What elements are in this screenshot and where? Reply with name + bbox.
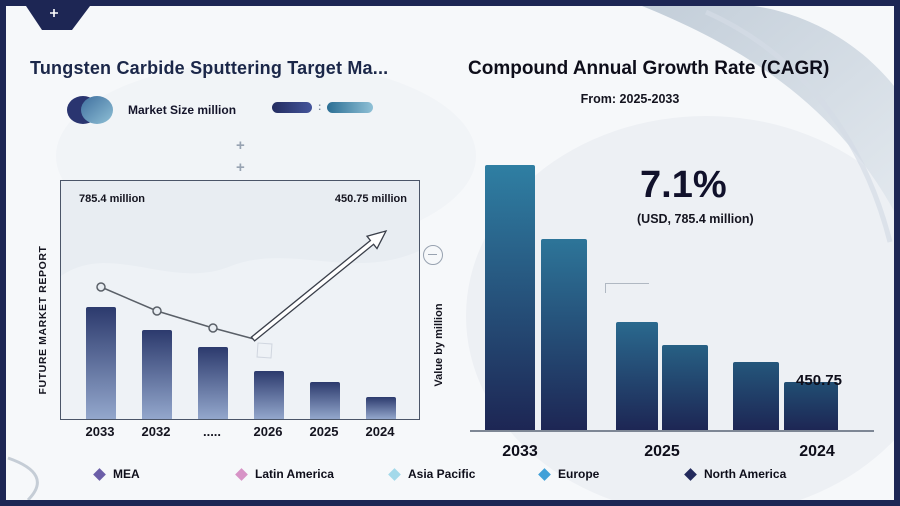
- pill-decorations: :: [272, 102, 374, 113]
- bottom-legend: MEA Latin America Asia Pacific Europe North …: [6, 467, 894, 487]
- legend-item: Asia Pacific: [388, 467, 476, 481]
- left-bar: [254, 371, 284, 419]
- legend-label: Latin America: [255, 467, 334, 481]
- left-xaxis-label: 2026: [253, 424, 283, 439]
- market-size-legend: Market Size million: [64, 94, 236, 126]
- pill-teal-decoration: [327, 102, 374, 113]
- market-size-legend-label: Market Size million: [128, 103, 237, 117]
- right-bar: [616, 322, 658, 430]
- right-bar: [733, 362, 779, 430]
- market-size-cylinder-icon: [67, 96, 113, 124]
- growth-arrow-icon: [250, 229, 388, 342]
- legend-diamond-icon: [684, 467, 697, 481]
- left-xaxis-label: 2032: [141, 424, 171, 439]
- cagr-chart: [470, 160, 874, 432]
- plus-decoration: +: [236, 159, 245, 176]
- right-bar: [662, 345, 708, 430]
- trend-line: [100, 286, 255, 340]
- plus-decoration: +: [236, 137, 245, 154]
- trend-marker-icon: [96, 282, 106, 292]
- legend-item: Latin America: [235, 467, 334, 481]
- left-bar: [198, 347, 228, 419]
- cagr-detail: (USD, 785.4 million): [637, 212, 754, 226]
- left-xaxis: 2033 2032..... 2026 2025 2024: [60, 424, 420, 442]
- circle-decoration: [423, 245, 443, 265]
- legend-diamond-icon: [235, 467, 248, 481]
- left-xaxis-label: 2033: [85, 424, 115, 439]
- right-xaxis-label: 2025: [644, 443, 680, 460]
- annotation-785: 785.4 million: [79, 193, 146, 205]
- pill-separator-decoration: :: [318, 102, 322, 113]
- legend-item: Europe: [538, 467, 600, 481]
- left-xaxis-label: 2024: [365, 424, 395, 439]
- legend-item: North America: [684, 467, 787, 481]
- step-line-decoration: [605, 283, 649, 293]
- right-xaxis-label: 2024: [799, 443, 835, 460]
- trend-marker-icon: [208, 323, 218, 333]
- left-bar: [366, 397, 396, 419]
- left-chart-title: Tungsten Carbide Sputtering Target Ma...: [30, 58, 389, 78]
- legend-label: North America: [704, 467, 787, 481]
- left-bar: [310, 382, 340, 419]
- left-yaxis-label: FUTURE MARKET REPORT: [37, 245, 49, 395]
- corner-plus-icon: [50, 9, 58, 17]
- bar-value-label: 450.75: [796, 372, 842, 389]
- right-chart-subtitle: From: 2025-2033: [580, 92, 680, 106]
- right-yaxis-label: Value by million: [433, 303, 445, 387]
- trend-line-and-arrow: [96, 229, 388, 342]
- market-size-chart: 785.4 million 450.75 million: [60, 180, 420, 420]
- left-bar: [142, 330, 172, 419]
- legend-label: MEA: [113, 467, 140, 481]
- corner-shape-decoration: [26, 6, 90, 30]
- legend-label: Asia Pacific: [408, 467, 476, 481]
- right-bar: [485, 165, 535, 430]
- pill-navy-decoration: [272, 102, 312, 113]
- right-xaxis: 2033 2025 2024: [470, 443, 874, 463]
- legend-diamond-icon: [538, 467, 551, 481]
- cagr-value: 7.1%: [640, 164, 727, 206]
- left-xaxis-label: .....: [202, 424, 222, 439]
- legend-label: Europe: [558, 467, 600, 481]
- right-xaxis-label: 2033: [502, 443, 538, 460]
- trend-marker-icon: [152, 306, 162, 316]
- legend-diamond-icon: [388, 467, 401, 481]
- right-bar: [541, 239, 587, 430]
- right-bar: [784, 382, 838, 430]
- left-bar: [86, 307, 116, 419]
- left-xaxis-label: 2025: [309, 424, 339, 439]
- legend-item: MEA: [93, 467, 140, 481]
- annotation-450: 450.75 million: [334, 193, 407, 205]
- right-chart-title: Compound Annual Growth Rate (CAGR): [468, 58, 830, 79]
- legend-diamond-icon: [93, 467, 106, 481]
